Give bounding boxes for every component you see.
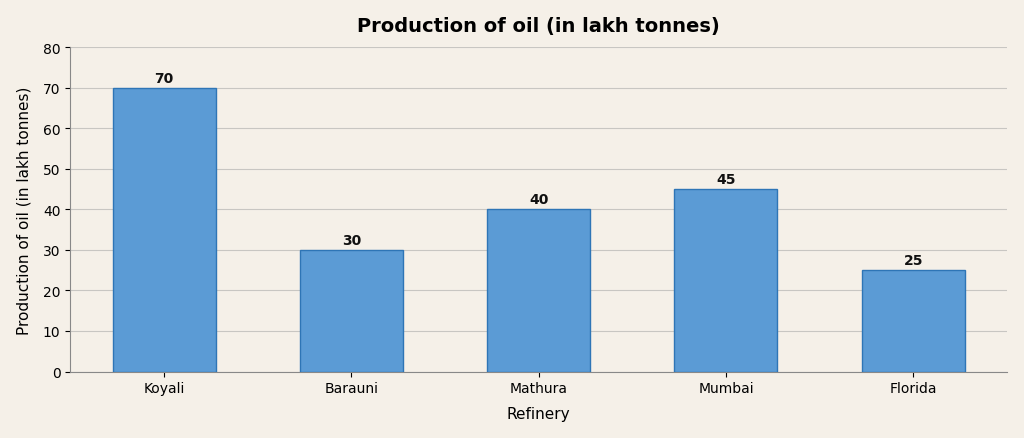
Bar: [300, 251, 403, 372]
Bar: [675, 190, 777, 372]
X-axis label: Refinery: Refinery: [507, 406, 570, 421]
Title: Production of oil (in lakh tonnes): Production of oil (in lakh tonnes): [357, 17, 720, 35]
Text: 70: 70: [155, 71, 174, 85]
Text: 25: 25: [903, 253, 923, 267]
Text: 30: 30: [342, 233, 361, 247]
Y-axis label: Production of oil (in lakh tonnes): Production of oil (in lakh tonnes): [16, 86, 32, 334]
Text: 40: 40: [529, 193, 549, 207]
Text: 45: 45: [716, 173, 735, 187]
Bar: [487, 210, 590, 372]
Bar: [113, 88, 216, 372]
Bar: [862, 271, 965, 372]
